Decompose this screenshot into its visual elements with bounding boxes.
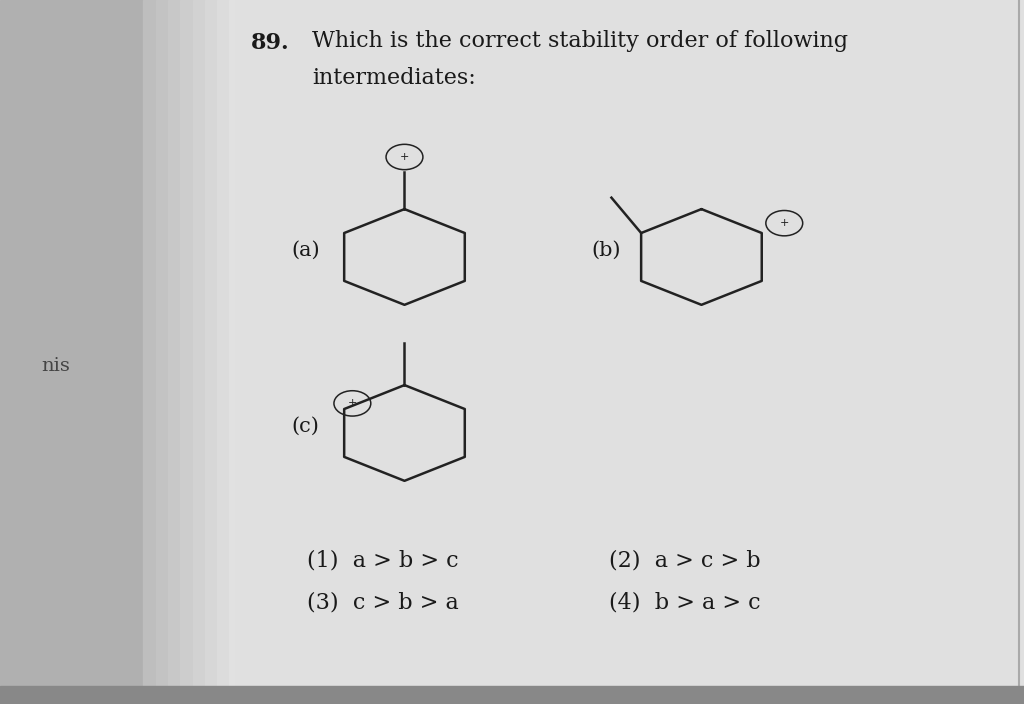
Text: nis: nis <box>41 357 70 375</box>
Bar <box>217 0 229 704</box>
Text: 89.: 89. <box>251 32 290 54</box>
Text: (a): (a) <box>292 241 321 259</box>
Bar <box>156 0 168 704</box>
Bar <box>168 0 180 704</box>
Bar <box>193 0 205 704</box>
Bar <box>205 0 217 704</box>
Bar <box>229 0 242 704</box>
Bar <box>0 686 1024 704</box>
Text: +: + <box>399 152 410 162</box>
Bar <box>180 0 193 704</box>
Bar <box>143 0 156 704</box>
Text: (b): (b) <box>592 241 622 259</box>
Bar <box>236 0 1024 704</box>
Text: intermediates:: intermediates: <box>312 67 476 89</box>
Text: (1)  a > b > c: (1) a > b > c <box>307 549 459 571</box>
Text: +: + <box>779 218 788 228</box>
Text: Which is the correct stability order of following: Which is the correct stability order of … <box>312 30 848 51</box>
Text: +: + <box>348 398 357 408</box>
Bar <box>0 0 143 704</box>
Text: (4)  b > a > c: (4) b > a > c <box>609 591 761 613</box>
Text: (c): (c) <box>292 417 319 435</box>
Text: (2)  a > c > b: (2) a > c > b <box>609 549 761 571</box>
Text: (3)  c > b > a: (3) c > b > a <box>307 591 459 613</box>
